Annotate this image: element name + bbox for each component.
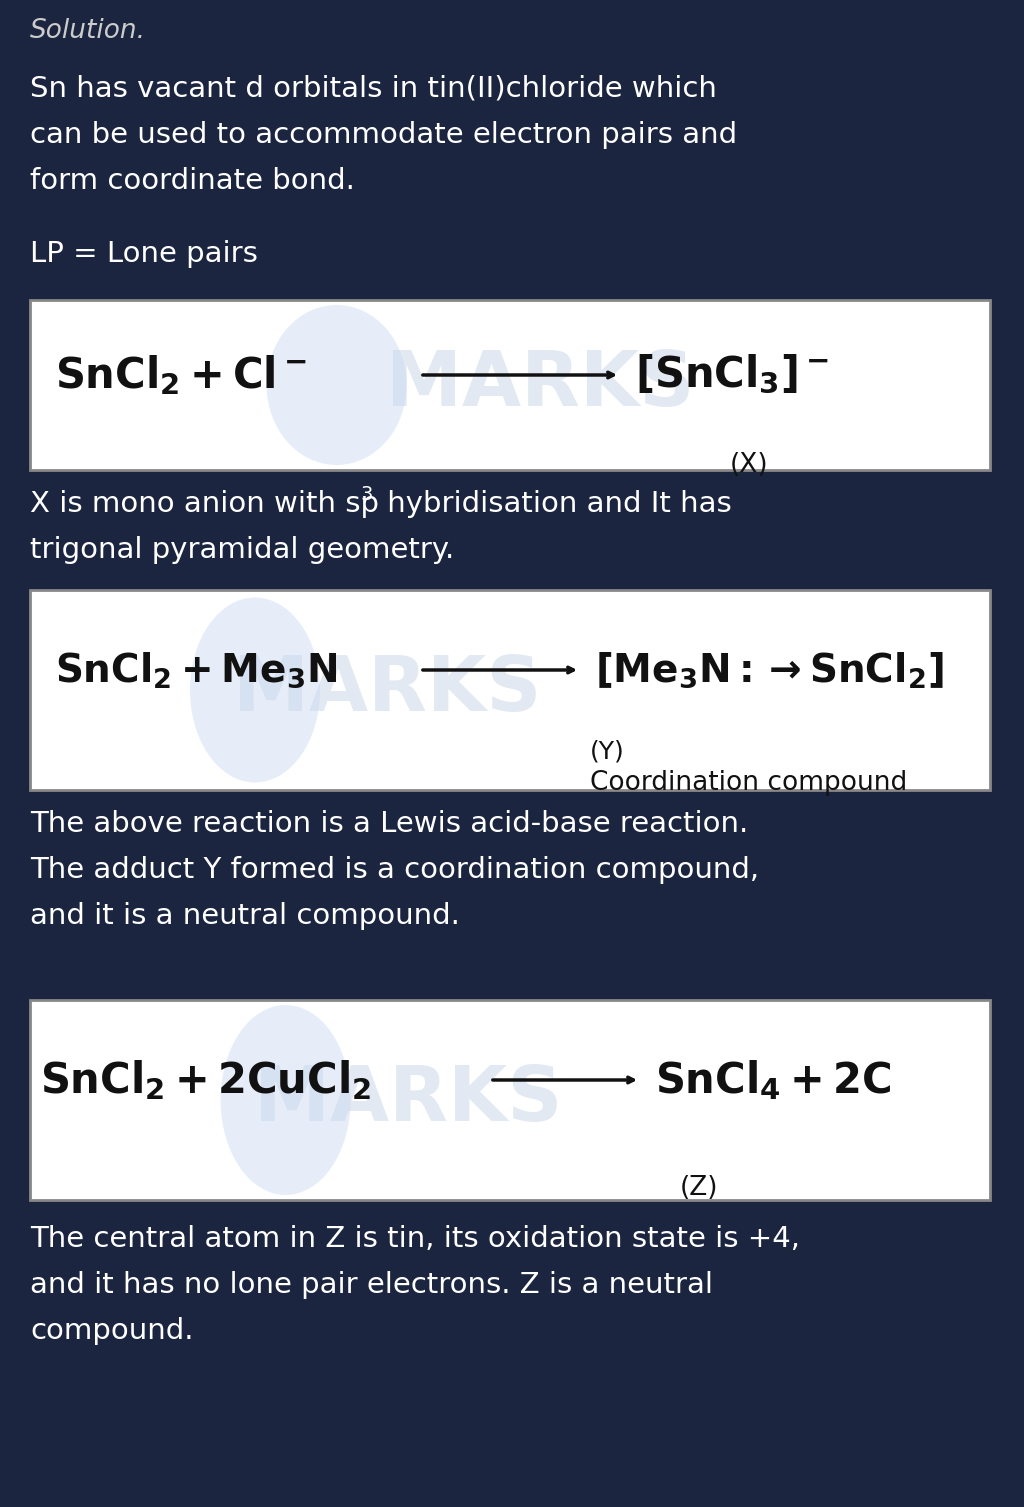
Ellipse shape [266,304,407,466]
Bar [30,1001,990,1200]
Text: The adduct Y formed is a coordination compound,: The adduct Y formed is a coordination co… [30,856,759,885]
Text: The above reaction is a Lewis acid-base reaction.: The above reaction is a Lewis acid-base … [30,809,749,838]
Text: Solution.: Solution. [30,18,146,44]
Text: $\mathbf{[SnCl_3]^-}$: $\mathbf{[SnCl_3]^-}$ [635,354,828,396]
Text: Coordination compound: Coordination compound [590,770,907,796]
Text: can be used to accommodate electron pairs and: can be used to accommodate electron pair… [30,121,737,149]
Text: trigonal pyramidal geometry.: trigonal pyramidal geometry. [30,536,455,564]
Bar [30,591,990,790]
Text: (Y): (Y) [590,740,625,764]
Text: form coordinate bond.: form coordinate bond. [30,167,355,194]
Text: 3: 3 [360,485,373,503]
Text: MARKS: MARKS [254,1062,562,1136]
Text: LP = Lone pairs: LP = Lone pairs [30,240,258,268]
Bar [30,300,990,470]
Text: The central atom in Z is tin, its oxidation state is +4,: The central atom in Z is tin, its oxidat… [30,1225,800,1252]
Text: $\mathbf{[Me_3N{:}\rightarrow SnCl_2]}$: $\mathbf{[Me_3N{:}\rightarrow SnCl_2]}$ [595,650,943,690]
Ellipse shape [190,597,319,782]
Text: $\mathbf{SnCl_2 + 2CuCl_2}$: $\mathbf{SnCl_2 + 2CuCl_2}$ [40,1058,372,1102]
Text: $\mathbf{SnCl_4 + 2C}$: $\mathbf{SnCl_4 + 2C}$ [655,1058,891,1102]
Text: and it is a neutral compound.: and it is a neutral compound. [30,903,460,930]
Text: and it has no lone pair electrons. Z is a neutral: and it has no lone pair electrons. Z is … [30,1270,713,1299]
Text: $\mathbf{SnCl_2 + Me_3N}$: $\mathbf{SnCl_2 + Me_3N}$ [55,650,337,690]
Text: Sn has vacant d orbitals in tin(II)chloride which: Sn has vacant d orbitals in tin(II)chlor… [30,75,717,102]
Text: MARKS: MARKS [233,653,542,726]
Text: MARKS: MARKS [386,348,694,422]
Text: compound.: compound. [30,1317,194,1346]
Text: (Z): (Z) [680,1175,719,1201]
Text: X is mono anion with sp: X is mono anion with sp [30,490,379,518]
Text: $\mathbf{SnCl_2 + Cl^-}$: $\mathbf{SnCl_2 + Cl^-}$ [55,353,306,396]
Ellipse shape [220,1005,350,1195]
Text: hybridisation and It has: hybridisation and It has [378,490,732,518]
Text: (X): (X) [730,452,769,478]
